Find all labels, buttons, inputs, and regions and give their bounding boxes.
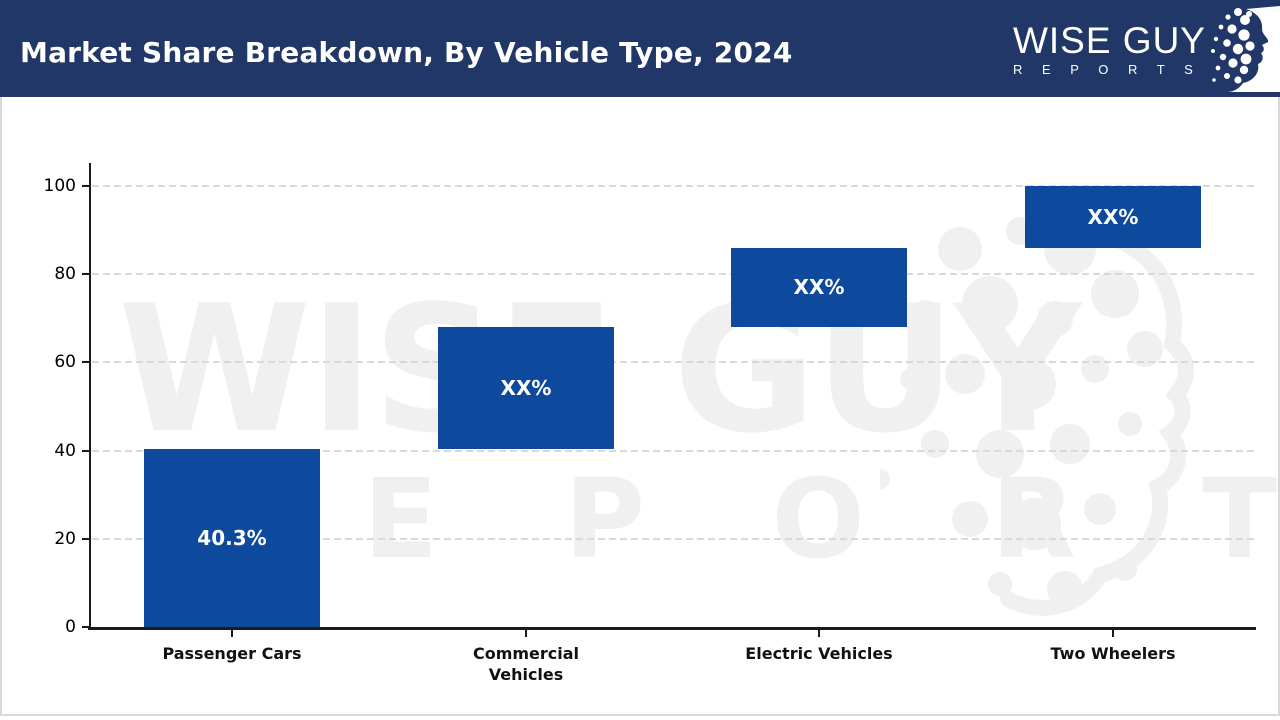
- y-gridline: [92, 537, 1256, 540]
- brand-subname: R E P O R T S: [1012, 62, 1201, 77]
- y-tick-label: 40: [54, 440, 76, 461]
- header-bar: Market Share Breakdown, By Vehicle Type,…: [0, 0, 1280, 97]
- brand-head-icon: [1211, 6, 1280, 92]
- y-tick-mark: [82, 361, 90, 364]
- x-category-label-line: Commercial: [472, 644, 580, 663]
- bar-value-label: XX%: [793, 275, 845, 300]
- brand-logo-text: WISE GUY R E P O R T S: [1013, 22, 1206, 78]
- chart-panel: WISE GUY R E P O R T S 02040608010040.3%…: [0, 97, 1280, 716]
- bar-passenger-cars: 40.3%: [144, 449, 320, 627]
- y-tick-mark: [82, 626, 90, 628]
- y-tick-mark: [82, 449, 90, 452]
- x-category-label-commercial-vehicles: Commercial Vehicles: [416, 643, 636, 685]
- y-tick-label: 80: [54, 264, 76, 285]
- y-gridline: [92, 361, 1256, 364]
- bar-value-label: XX%: [1087, 204, 1139, 229]
- y-tick-label: 100: [43, 176, 76, 196]
- bar-value-label: XX%: [500, 376, 552, 401]
- bar-two-wheelers: XX%: [1025, 186, 1201, 248]
- x-tick-mark: [525, 630, 527, 637]
- y-tick-mark: [82, 185, 90, 187]
- x-category-label-line: Two Wheelers: [1050, 644, 1176, 663]
- x-category-label-line: Vehicles: [488, 665, 564, 684]
- y-tick-label: 20: [54, 528, 76, 549]
- brand-logo: WISE GUY R E P O R T S: [1013, 0, 1280, 97]
- y-gridline: [92, 185, 1256, 187]
- x-category-label-line: Electric Vehicles: [745, 644, 893, 663]
- y-tick-mark: [82, 273, 90, 276]
- bar-value-label: 40.3%: [197, 526, 267, 551]
- y-axis-spine: [89, 163, 91, 629]
- x-category-label-line: Passenger Cars: [162, 644, 302, 663]
- bar-electric-vehicles: XX%: [731, 247, 907, 328]
- y-tick-label: 0: [65, 617, 76, 637]
- y-gridline: [92, 449, 1256, 452]
- bar-commercial-vehicles: XX%: [438, 327, 614, 450]
- page-title: Market Share Breakdown, By Vehicle Type,…: [20, 36, 793, 69]
- x-axis-spine: [88, 627, 1256, 630]
- y-gridline: [92, 273, 1256, 276]
- watermark-head-icon: [880, 217, 1195, 616]
- y-tick-label: 60: [54, 352, 76, 373]
- x-tick-mark: [1112, 630, 1114, 637]
- x-category-label-passenger-cars: Passenger Cars: [122, 643, 342, 664]
- y-tick-mark: [82, 537, 90, 540]
- x-category-label-electric-vehicles: Electric Vehicles: [709, 643, 929, 664]
- brand-name: WISE GUY: [1012, 20, 1206, 61]
- x-category-label-two-wheelers: Two Wheelers: [1003, 643, 1223, 664]
- x-tick-mark: [818, 630, 820, 637]
- chart-plot-area: 0 20 40 60 80 100 40.3% Passenger Cars XX% Commer…: [2, 97, 1278, 714]
- x-tick-mark: [231, 630, 233, 637]
